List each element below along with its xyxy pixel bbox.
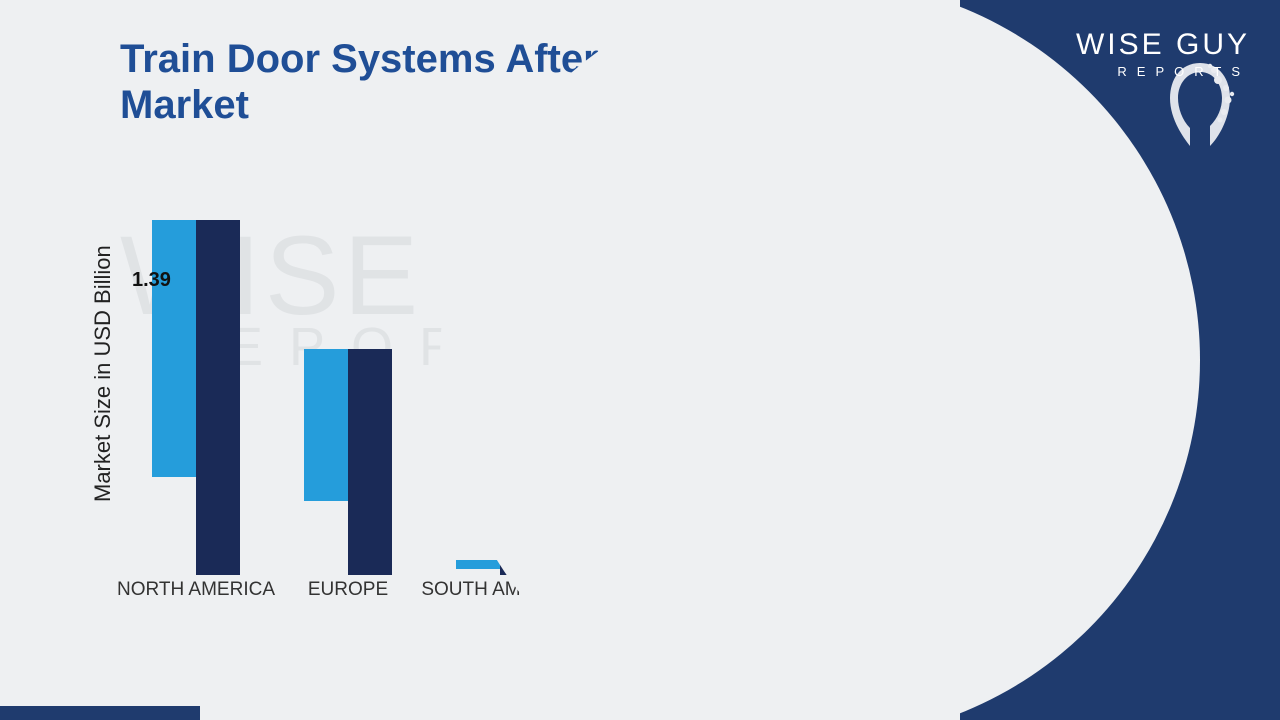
category-label: NORTH AMERICA [116, 575, 276, 601]
bar [196, 220, 240, 575]
bar-group: 1.39NORTH AMERICA [138, 220, 254, 575]
bar-value-label: 1.39 [132, 269, 171, 292]
y-axis-label: Market Size in USD Billion [90, 245, 116, 502]
accent-strip [0, 706, 200, 720]
category-label: EUROPE [268, 575, 428, 601]
bar [304, 349, 348, 501]
brand-main-text: WISE GUY [1076, 28, 1250, 62]
brand-head-icon [1160, 58, 1240, 148]
circle-cutout [440, 0, 1200, 720]
bar-group: EUROPE [290, 349, 406, 575]
brand-block: WISE GUY REPORTS [1076, 28, 1250, 79]
bar [456, 560, 500, 569]
brand-side-panel: WISE GUY REPORTS [960, 0, 1280, 720]
bar [152, 220, 196, 477]
bar [348, 349, 392, 575]
